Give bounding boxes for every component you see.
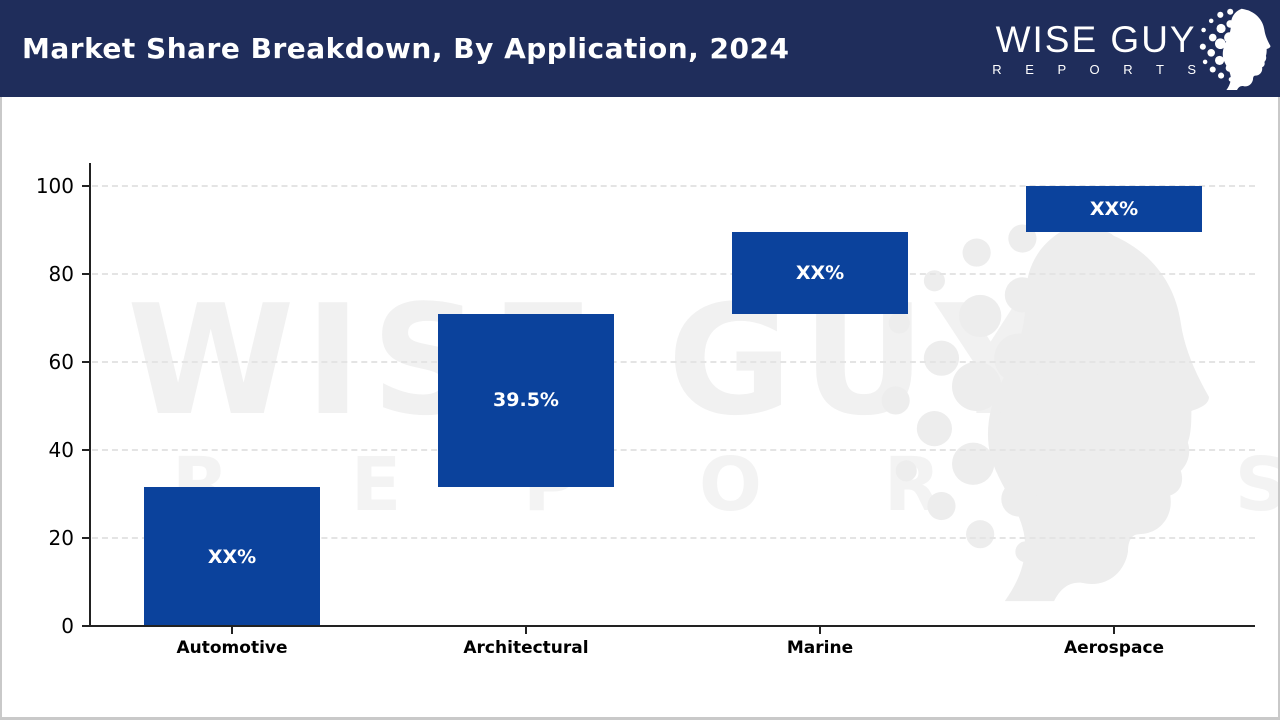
- x-axis-tick-mark: [1113, 627, 1115, 634]
- y-axis-tick-mark: [82, 185, 90, 187]
- y-axis-tick-label: 100: [35, 174, 74, 198]
- y-axis-tick-label: 40: [48, 438, 74, 462]
- y-axis-tick-label: 60: [48, 350, 74, 374]
- y-axis-tick-mark: [82, 361, 90, 363]
- logo-wordmark-bottom: R E P O R T S: [992, 61, 1206, 77]
- bar-value-label: XX%: [1089, 198, 1139, 221]
- bar-automotive: XX%: [144, 487, 320, 626]
- y-axis-line: [89, 163, 91, 627]
- gridline-y-20: [92, 537, 1255, 539]
- gridline-y-80: [92, 273, 1255, 275]
- x-axis-label-marine: Marine: [786, 638, 854, 658]
- logo-wordmark-top: WISE GUY: [995, 18, 1197, 60]
- header-bar: Market Share Breakdown, By Application, …: [0, 0, 1280, 97]
- chart-area: WISE GUY R E P O R T S 0 20 40 60 80 100 XX% 39…: [2, 97, 1278, 717]
- x-axis-tick-mark: [231, 627, 233, 634]
- bar-value-label: XX%: [207, 545, 257, 568]
- y-axis-tick-label: 80: [48, 262, 74, 286]
- gridline-y-60: [92, 361, 1255, 363]
- x-axis-label-automotive: Automotive: [176, 638, 288, 658]
- logo-wordmark: WISE GUY R E P O R T S: [986, 18, 1206, 77]
- y-axis-tick-mark: [82, 625, 90, 627]
- x-axis-tick-mark: [525, 627, 527, 634]
- y-axis-tick-label: 20: [48, 526, 74, 550]
- watermark-head-icon: [881, 224, 1209, 602]
- x-axis-line: [89, 625, 1255, 627]
- y-axis-tick-mark: [82, 537, 90, 539]
- bar-marine: XX%: [732, 232, 908, 314]
- gridline-y-40: [92, 449, 1255, 451]
- y-axis-tick-mark: [82, 449, 90, 451]
- bar-aerospace: XX%: [1026, 186, 1202, 233]
- bar-value-label: 39.5%: [493, 389, 559, 412]
- gridline-y-100: [92, 185, 1255, 187]
- dotted-head-profile-icon: [1199, 8, 1271, 90]
- x-axis-label-aerospace: Aerospace: [1063, 638, 1165, 658]
- y-axis-tick-mark: [82, 273, 90, 275]
- x-axis-label-architectural: Architectural: [463, 638, 589, 658]
- x-axis-tick-mark: [819, 627, 821, 634]
- bar-value-label: XX%: [795, 261, 845, 284]
- bar-architectural: 39.5%: [438, 313, 614, 488]
- logo: WISE GUY R E P O R T S: [986, 0, 1272, 97]
- y-axis-tick-label: 0: [61, 614, 74, 638]
- page-title: Market Share Breakdown, By Application, …: [22, 32, 790, 65]
